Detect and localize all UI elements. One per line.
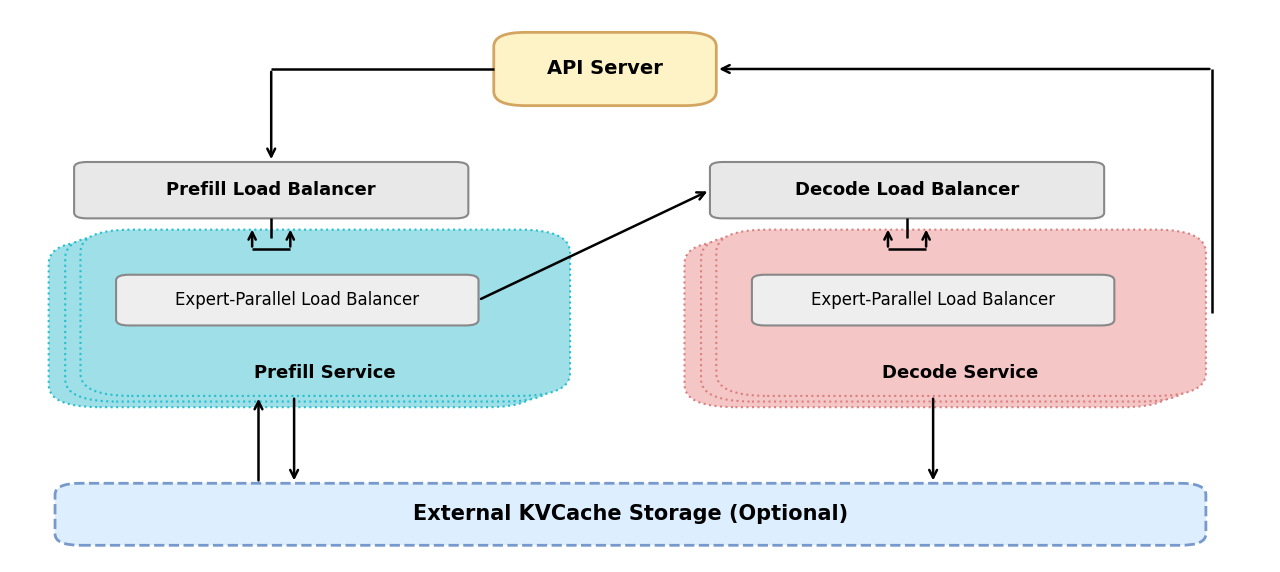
FancyBboxPatch shape: [55, 483, 1206, 545]
FancyBboxPatch shape: [494, 33, 717, 106]
Text: Prefill Service: Prefill Service: [253, 364, 396, 382]
Text: Decode Load Balancer: Decode Load Balancer: [795, 181, 1019, 199]
FancyBboxPatch shape: [685, 241, 1174, 407]
FancyBboxPatch shape: [710, 162, 1105, 219]
Text: Expert-Parallel Load Balancer: Expert-Parallel Load Balancer: [175, 291, 420, 309]
Text: API Server: API Server: [547, 59, 663, 78]
FancyBboxPatch shape: [81, 229, 570, 396]
FancyBboxPatch shape: [701, 235, 1190, 402]
Text: Prefill Load Balancer: Prefill Load Balancer: [166, 181, 376, 199]
FancyBboxPatch shape: [74, 162, 468, 219]
Text: External KVCache Storage (Optional): External KVCache Storage (Optional): [413, 505, 849, 525]
FancyBboxPatch shape: [116, 275, 479, 325]
FancyBboxPatch shape: [49, 241, 539, 407]
FancyBboxPatch shape: [65, 235, 554, 402]
Text: Decode Service: Decode Service: [882, 364, 1038, 382]
Text: Expert-Parallel Load Balancer: Expert-Parallel Load Balancer: [812, 291, 1055, 309]
FancyBboxPatch shape: [751, 275, 1115, 325]
FancyBboxPatch shape: [717, 229, 1206, 396]
